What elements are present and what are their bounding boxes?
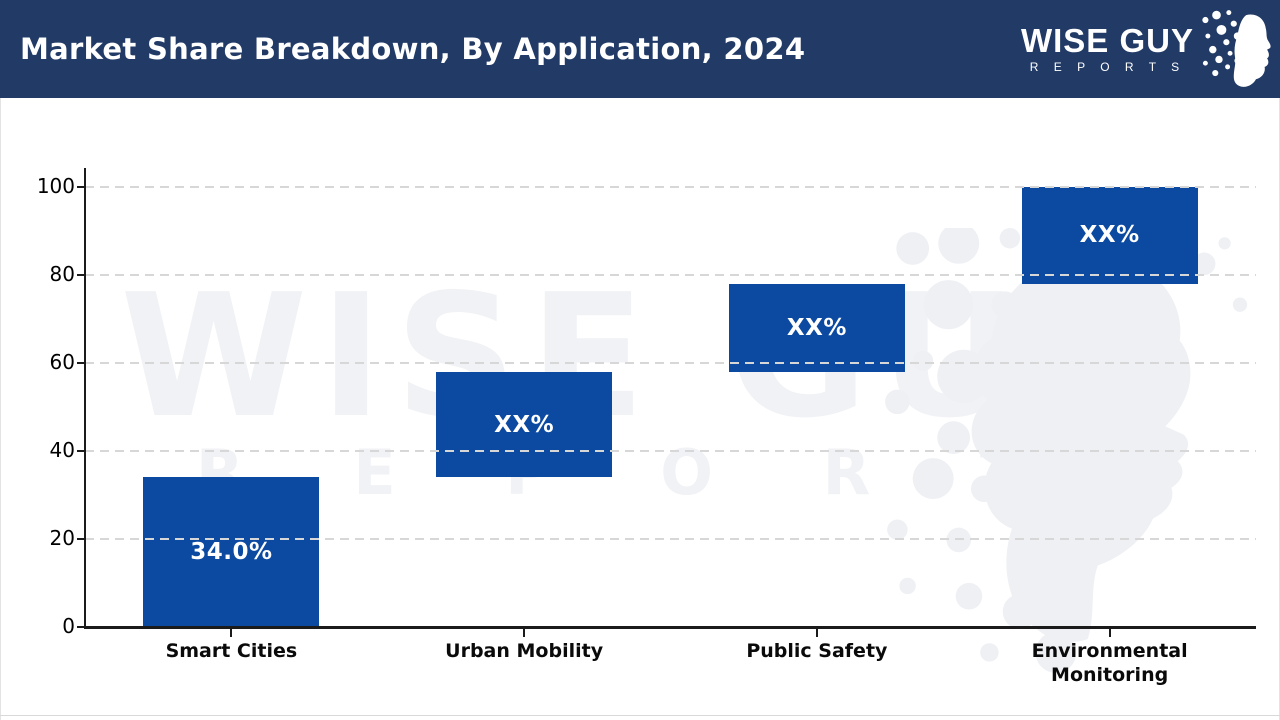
y-axis-spine	[83, 168, 86, 629]
y-tick-label: 0	[62, 614, 75, 638]
logo-face-icon	[1202, 10, 1271, 87]
y-tick-label: 100	[36, 174, 75, 198]
bar-value-label: XX%	[1079, 222, 1140, 249]
bottom-divider	[0, 715, 1280, 716]
bar-urban-mobility: XX%	[436, 371, 613, 478]
logo-wordmark: WISE GUY R E P O R T S	[1021, 24, 1194, 74]
page-left-border	[0, 98, 1, 720]
y-tick	[77, 538, 85, 540]
market-share-chart: WISE GUY R E P O R T S 34.0% XX% XX% XX% Sm…	[0, 98, 1280, 720]
x-tick	[523, 629, 526, 637]
gridline-100	[85, 186, 1256, 188]
bar-value-label: 34.0%	[190, 539, 273, 566]
y-tick-label: 80	[49, 262, 75, 286]
gridline-20	[85, 538, 1256, 540]
gridline-80	[85, 274, 1256, 276]
x-axis-spine	[83, 626, 1256, 629]
y-tick	[77, 186, 85, 188]
category-label-urban-mobility: Urban Mobility	[445, 640, 604, 662]
y-tick	[77, 362, 85, 364]
y-tick	[77, 274, 85, 276]
category-label-smart-cities: Smart Cities	[165, 640, 298, 662]
page-title: Market Share Breakdown, By Application, …	[20, 32, 806, 66]
logo-wordmark-line2: R E P O R T S	[1029, 59, 1186, 74]
y-tick-label: 20	[49, 526, 75, 550]
bar-value-label: XX%	[786, 314, 847, 341]
bar-public-safety: XX%	[728, 283, 905, 372]
header-banner: Market Share Breakdown, By Application, …	[0, 0, 1280, 98]
y-tick	[77, 450, 85, 452]
gridline-60	[85, 362, 1256, 364]
wiseguy-logo: WISE GUY R E P O R T S	[1021, 4, 1272, 94]
bar-value-label: XX%	[494, 411, 555, 438]
logo-wordmark-line1: WISE GUY	[1020, 22, 1194, 60]
x-tick	[1108, 629, 1111, 637]
y-tick	[77, 626, 85, 628]
y-tick-label: 40	[49, 438, 75, 462]
y-tick-label: 60	[49, 350, 75, 374]
category-label-public-safety: Public Safety	[746, 640, 888, 662]
gridline-40	[85, 450, 1256, 452]
x-tick	[230, 629, 233, 637]
bar-smart-cities: 34.0%	[143, 477, 320, 627]
category-label-environmental-monitoring: Environmental Monitoring	[1031, 640, 1188, 686]
x-tick	[815, 629, 818, 637]
